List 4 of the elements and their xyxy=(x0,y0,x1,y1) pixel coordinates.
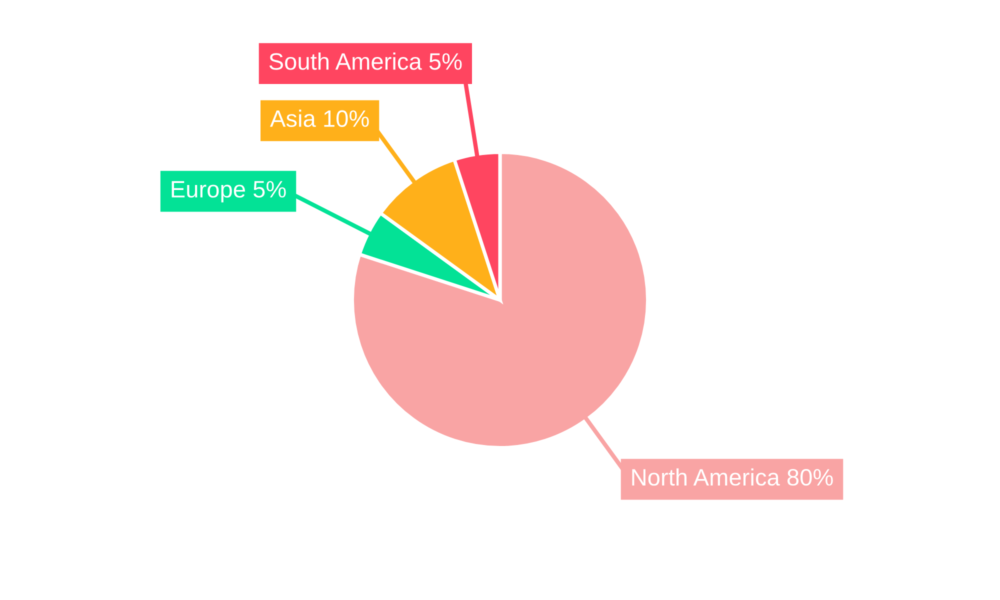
slice-label: Europe 5% xyxy=(172,181,286,202)
slice-label: South America 5% xyxy=(269,52,462,70)
slice-label: North America 80% xyxy=(632,468,833,486)
slice-label: Asia 10% xyxy=(270,110,369,127)
